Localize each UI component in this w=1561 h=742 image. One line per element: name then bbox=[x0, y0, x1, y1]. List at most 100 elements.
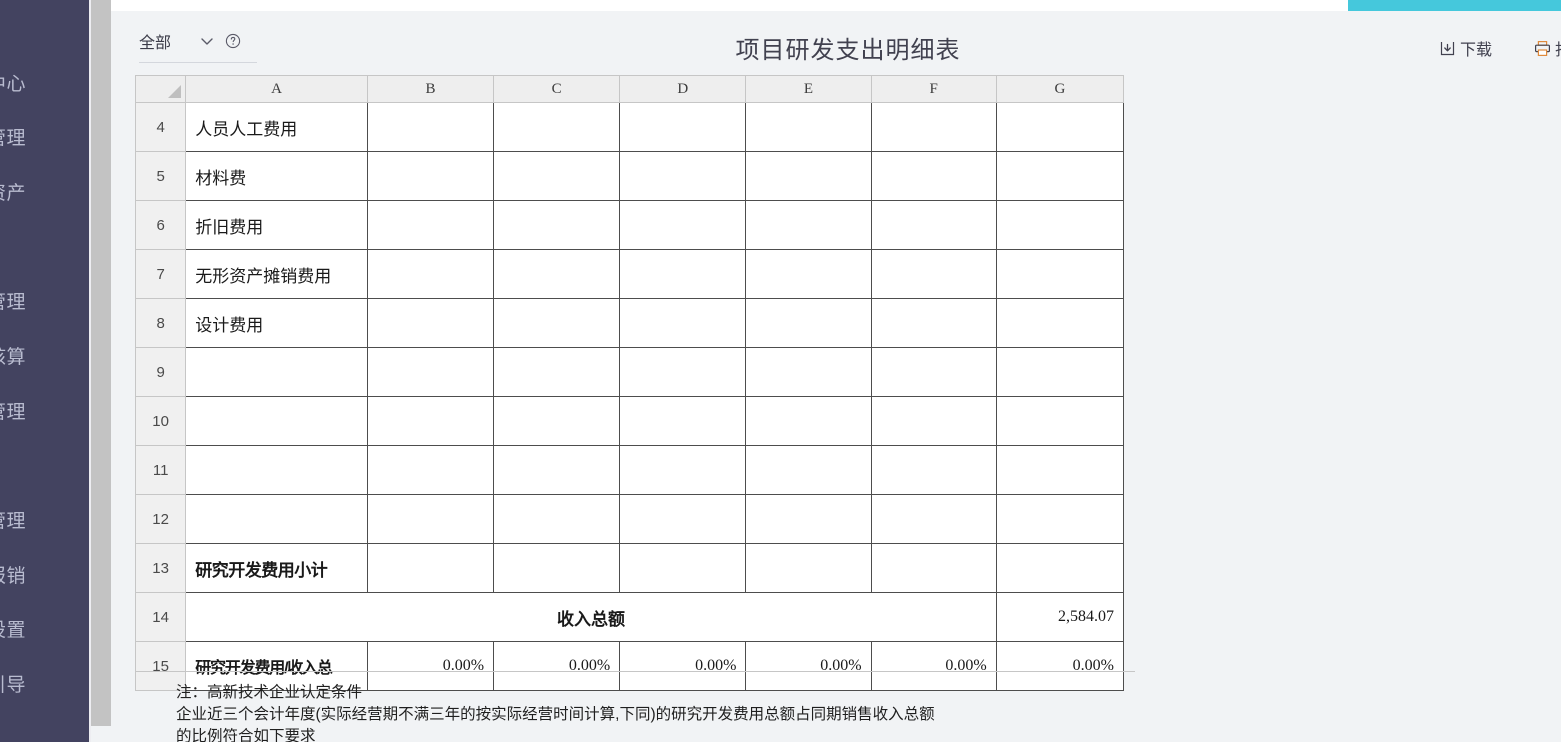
row-header[interactable]: 11 bbox=[134, 445, 187, 495]
table-row[interactable]: 11 bbox=[134, 445, 1125, 495]
cell-f[interactable] bbox=[870, 445, 997, 495]
cell-g[interactable] bbox=[995, 200, 1125, 250]
row-header[interactable]: 10 bbox=[134, 396, 187, 446]
cell-d[interactable] bbox=[619, 543, 747, 593]
cell-g[interactable] bbox=[995, 396, 1125, 446]
cell-a[interactable] bbox=[185, 396, 368, 446]
cell-income-total-value[interactable]: 2,584.07 bbox=[995, 592, 1125, 642]
cell-e[interactable] bbox=[745, 543, 872, 593]
cell-d-ratio[interactable]: 0.00% bbox=[619, 641, 747, 691]
table-row[interactable]: 8 设计费用 bbox=[134, 298, 1125, 348]
cell-g[interactable] bbox=[995, 494, 1125, 544]
cell-d[interactable] bbox=[619, 298, 747, 348]
sidebar-item-5[interactable]: 发票管理 bbox=[0, 273, 89, 328]
cell-d[interactable] bbox=[619, 347, 747, 397]
cell-a[interactable] bbox=[185, 347, 368, 397]
table-row[interactable]: 4 人员人工费用 bbox=[134, 102, 1125, 152]
cell-f[interactable] bbox=[870, 151, 997, 201]
cell-e[interactable] bbox=[745, 102, 872, 152]
table-row[interactable]: 6 折旧费用 bbox=[134, 200, 1125, 250]
cell-e[interactable] bbox=[745, 151, 872, 201]
table-row[interactable]: 12 bbox=[134, 494, 1125, 544]
cell-e[interactable] bbox=[745, 445, 872, 495]
select-all-corner[interactable] bbox=[134, 75, 187, 103]
table-row[interactable]: 7 无形资产摊销费用 bbox=[134, 249, 1125, 299]
cell-e[interactable] bbox=[745, 494, 872, 544]
table-row[interactable]: 10 bbox=[134, 396, 1125, 446]
cell-c[interactable] bbox=[493, 396, 621, 446]
cell-b[interactable] bbox=[366, 543, 495, 593]
page-scrollbar-track[interactable] bbox=[91, 726, 111, 742]
row-header[interactable]: 15 bbox=[134, 641, 187, 691]
table-row[interactable]: 9 bbox=[134, 347, 1125, 397]
row-header[interactable]: 8 bbox=[134, 298, 187, 348]
cell-c[interactable] bbox=[493, 249, 621, 299]
cell-g[interactable] bbox=[995, 102, 1125, 152]
sidebar-item-7[interactable]: 财务管理 bbox=[0, 383, 89, 438]
cell-f[interactable] bbox=[870, 494, 997, 544]
cell-g[interactable] bbox=[995, 249, 1125, 299]
cell-b[interactable] bbox=[366, 200, 495, 250]
sidebar-item-2[interactable]: 资金管理 bbox=[0, 109, 89, 164]
cell-e[interactable] bbox=[745, 298, 872, 348]
cell-d[interactable] bbox=[619, 200, 747, 250]
cell-a[interactable]: 材料费 bbox=[185, 151, 368, 201]
row-header[interactable]: 5 bbox=[134, 151, 187, 201]
column-header-f[interactable]: F bbox=[870, 75, 997, 103]
column-header-b[interactable]: B bbox=[366, 75, 495, 103]
cell-b[interactable] bbox=[366, 298, 495, 348]
cell-b[interactable] bbox=[366, 396, 495, 446]
cell-a[interactable]: 折旧费用 bbox=[185, 200, 368, 250]
table-row-ratio[interactable]: 15 研究开发费用/收入总 0.00% 0.00% 0.00% 0.00% 0.… bbox=[134, 641, 1125, 691]
row-header[interactable]: 7 bbox=[134, 249, 187, 299]
column-header-a[interactable]: A bbox=[185, 75, 368, 103]
question-circle-icon[interactable] bbox=[225, 33, 241, 49]
cell-f[interactable] bbox=[870, 298, 997, 348]
cell-f-ratio[interactable]: 0.00% bbox=[870, 641, 997, 691]
sidebar-item-12[interactable]: 新手引导 bbox=[0, 656, 89, 711]
cell-a-ratio-label[interactable]: 研究开发费用/收入总 bbox=[185, 641, 368, 691]
sidebar-item-4[interactable]: 工资 bbox=[0, 219, 89, 274]
cell-c[interactable] bbox=[493, 102, 621, 152]
cell-a[interactable]: 无形资产摊销费用 bbox=[185, 249, 368, 299]
sidebar-item-0[interactable]: 账 bbox=[0, 0, 89, 55]
cell-d[interactable] bbox=[619, 445, 747, 495]
cell-f[interactable] bbox=[870, 396, 997, 446]
table-row[interactable]: 5 材料费 bbox=[134, 151, 1125, 201]
cell-d[interactable] bbox=[619, 102, 747, 152]
column-header-g[interactable]: G bbox=[995, 75, 1125, 103]
sidebar-item-3[interactable]: 固定资产 bbox=[0, 164, 89, 219]
column-header-e[interactable]: E bbox=[745, 75, 872, 103]
chevron-down-icon[interactable] bbox=[199, 33, 215, 49]
cell-g[interactable] bbox=[995, 151, 1125, 201]
cell-e[interactable] bbox=[745, 200, 872, 250]
row-header[interactable]: 6 bbox=[134, 200, 187, 250]
sidebar-item-9[interactable]: 档案管理 bbox=[0, 492, 89, 547]
table-row[interactable]: 13 研究开发费用小计 bbox=[134, 543, 1125, 593]
cell-d[interactable] bbox=[619, 249, 747, 299]
cell-f[interactable] bbox=[870, 102, 997, 152]
column-header-d[interactable]: D bbox=[619, 75, 747, 103]
scope-filter[interactable]: 全部 bbox=[139, 29, 241, 53]
cell-e[interactable] bbox=[745, 249, 872, 299]
cell-a[interactable]: 人员人工费用 bbox=[185, 102, 368, 152]
cell-a-subtotal-label[interactable]: 研究开发费用小计 bbox=[185, 543, 368, 593]
cell-g[interactable] bbox=[995, 543, 1125, 593]
cell-c[interactable] bbox=[493, 445, 621, 495]
cell-b[interactable] bbox=[366, 445, 495, 495]
download-button[interactable]: 下载 bbox=[1439, 36, 1492, 60]
column-header-c[interactable]: C bbox=[493, 75, 621, 103]
cell-b-ratio[interactable]: 0.00% bbox=[366, 641, 495, 691]
cell-e-ratio[interactable]: 0.00% bbox=[745, 641, 872, 691]
table-row-income-total[interactable]: 14 收入总额 2,584.07 bbox=[134, 592, 1125, 642]
sidebar-item-8[interactable]: 账 bbox=[0, 438, 89, 493]
row-header[interactable]: 13 bbox=[134, 543, 187, 593]
cell-g[interactable] bbox=[995, 445, 1125, 495]
print-button[interactable]: 打印 bbox=[1534, 36, 1561, 60]
cell-e[interactable] bbox=[745, 347, 872, 397]
cell-b[interactable] bbox=[366, 494, 495, 544]
spreadsheet[interactable]: A B C D E F G 4 人员人工费用 bbox=[134, 75, 1125, 691]
row-header[interactable]: 9 bbox=[134, 347, 187, 397]
sidebar-item-11[interactable]: 支出设置 bbox=[0, 602, 89, 657]
cell-c[interactable] bbox=[493, 347, 621, 397]
